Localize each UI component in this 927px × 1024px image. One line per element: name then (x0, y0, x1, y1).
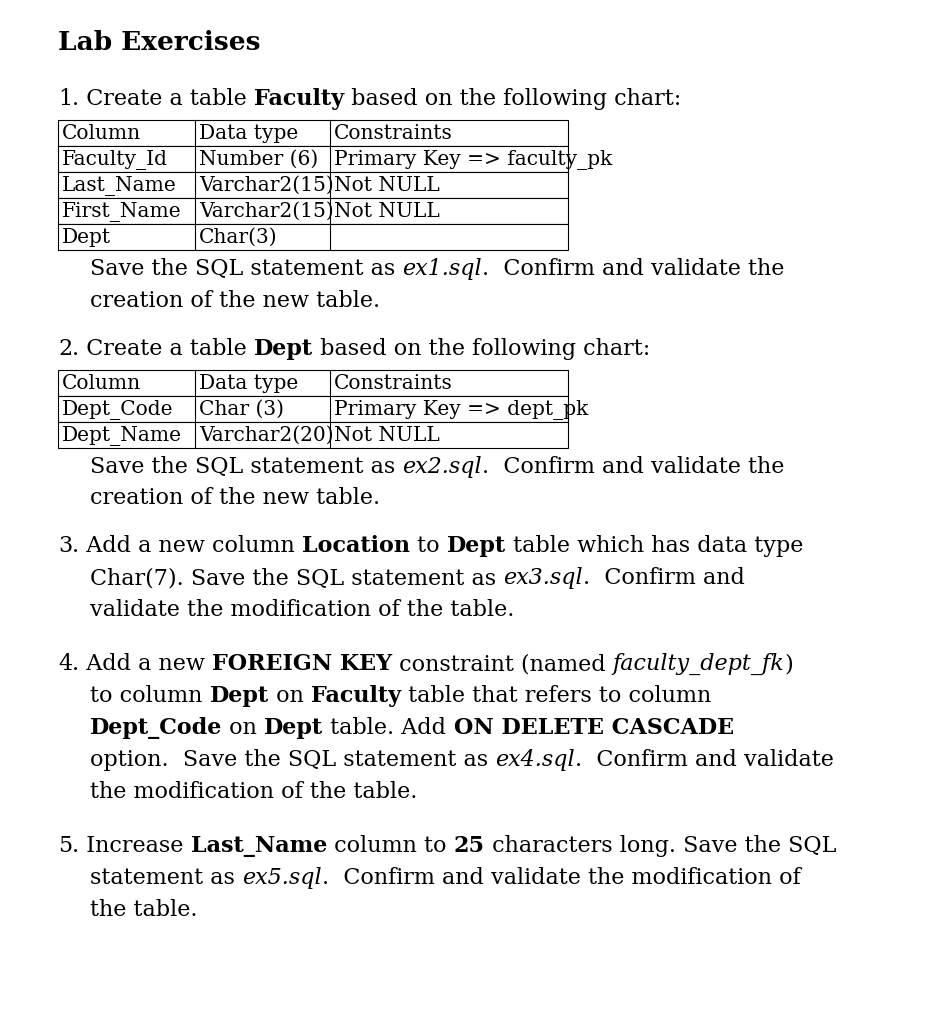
Text: Last_Name: Last_Name (190, 836, 326, 857)
Text: ex4.sql: ex4.sql (495, 749, 574, 771)
Text: Not NULL: Not NULL (334, 202, 439, 221)
Text: Primary Key => faculty_pk: Primary Key => faculty_pk (334, 150, 612, 170)
Text: creation of the new table.: creation of the new table. (90, 487, 380, 509)
Text: .  Confirm and validate the: . Confirm and validate the (481, 258, 783, 280)
Text: Not NULL: Not NULL (334, 176, 439, 195)
Text: .  Confirm and validate the modification of: . Confirm and validate the modification … (322, 867, 799, 889)
Bar (57, 395, 567, 422)
Text: Dept_Code: Dept_Code (62, 399, 173, 420)
Text: 3: 3 (57, 536, 72, 557)
Text: Primary Key => dept_pk: Primary Key => dept_pk (334, 399, 588, 420)
Bar (57, 120, 567, 145)
Bar (57, 172, 567, 198)
Text: on: on (268, 685, 311, 708)
Text: .  Confirm and validate: . Confirm and validate (574, 749, 832, 771)
Text: Constraints: Constraints (334, 124, 452, 143)
Text: Dept_Name: Dept_Name (62, 426, 182, 445)
Text: ): ) (784, 653, 793, 675)
Text: table that refers to column: table that refers to column (400, 685, 710, 708)
Text: table. Add: table. Add (324, 717, 453, 739)
Text: statement as: statement as (90, 867, 242, 889)
Text: Save the SQL statement as: Save the SQL statement as (90, 456, 402, 477)
Text: to: to (410, 536, 447, 557)
Bar (57, 422, 567, 447)
Text: 1: 1 (57, 88, 72, 110)
Text: .  Confirm and validate the: . Confirm and validate the (481, 456, 783, 477)
Text: ex3.sql: ex3.sql (502, 567, 582, 589)
Text: the modification of the table.: the modification of the table. (90, 781, 417, 803)
Bar (57, 224, 567, 250)
Text: .  Confirm and: . Confirm and (582, 567, 744, 589)
Text: FOREIGN KEY: FOREIGN KEY (212, 653, 392, 675)
Text: Faculty_Id: Faculty_Id (62, 150, 168, 170)
Text: . Create a table: . Create a table (72, 88, 254, 110)
Bar (57, 145, 567, 172)
Text: . Add a new column: . Add a new column (72, 536, 302, 557)
Text: ON DELETE CASCADE: ON DELETE CASCADE (453, 717, 733, 739)
Text: characters long. Save the SQL: characters long. Save the SQL (484, 836, 835, 857)
Text: table which has data type: table which has data type (505, 536, 803, 557)
Text: Column: Column (62, 374, 141, 392)
Text: the table.: the table. (90, 899, 197, 921)
Text: validate the modification of the table.: validate the modification of the table. (90, 599, 514, 622)
Text: Faculty: Faculty (254, 88, 344, 110)
Text: 25: 25 (453, 836, 484, 857)
Text: creation of the new table.: creation of the new table. (90, 290, 380, 311)
Text: Data type: Data type (198, 124, 298, 143)
Text: Not NULL: Not NULL (334, 426, 439, 444)
Text: 5: 5 (57, 836, 72, 857)
Text: Dept: Dept (62, 228, 111, 247)
Text: Faculty: Faculty (311, 685, 400, 708)
Bar (57, 370, 567, 395)
Text: Number (6): Number (6) (198, 150, 318, 169)
Text: Varchar2(15): Varchar2(15) (198, 176, 334, 195)
Text: 4: 4 (57, 653, 72, 675)
Text: Char (3): Char (3) (198, 399, 284, 419)
Text: Char(7). Save the SQL statement as: Char(7). Save the SQL statement as (90, 567, 502, 589)
Text: on: on (222, 717, 264, 739)
Text: Dept_Code: Dept_Code (90, 717, 222, 739)
Text: ex1.sql: ex1.sql (402, 258, 481, 280)
Text: Dept: Dept (254, 338, 312, 359)
Text: Varchar2(20): Varchar2(20) (198, 426, 334, 444)
Text: Lab Exercises: Lab Exercises (57, 30, 260, 55)
Text: Char(3): Char(3) (198, 228, 277, 247)
Text: Save the SQL statement as: Save the SQL statement as (90, 258, 402, 280)
Text: column to: column to (326, 836, 453, 857)
Text: to column: to column (90, 685, 210, 708)
Text: Dept: Dept (210, 685, 268, 708)
Text: option.  Save the SQL statement as: option. Save the SQL statement as (90, 749, 495, 771)
Text: constraint (named: constraint (named (392, 653, 612, 675)
Bar (57, 198, 567, 224)
Text: faculty_dept_fk: faculty_dept_fk (612, 653, 784, 676)
Text: First_Name: First_Name (62, 202, 182, 222)
Text: Constraints: Constraints (334, 374, 452, 392)
Text: . Add a new: . Add a new (72, 653, 212, 675)
Text: . Increase: . Increase (72, 836, 190, 857)
Text: Dept: Dept (447, 536, 505, 557)
Text: ex5.sql: ex5.sql (242, 867, 322, 889)
Text: based on the following chart:: based on the following chart: (344, 88, 680, 110)
Text: Column: Column (62, 124, 141, 143)
Text: ex2.sql: ex2.sql (402, 456, 481, 477)
Text: . Create a table: . Create a table (72, 338, 254, 359)
Text: 2: 2 (57, 338, 72, 359)
Text: based on the following chart:: based on the following chart: (312, 338, 650, 359)
Text: Dept: Dept (264, 717, 324, 739)
Text: Last_Name: Last_Name (62, 176, 176, 196)
Text: Varchar2(15): Varchar2(15) (198, 202, 334, 221)
Text: Location: Location (302, 536, 410, 557)
Text: Data type: Data type (198, 374, 298, 392)
